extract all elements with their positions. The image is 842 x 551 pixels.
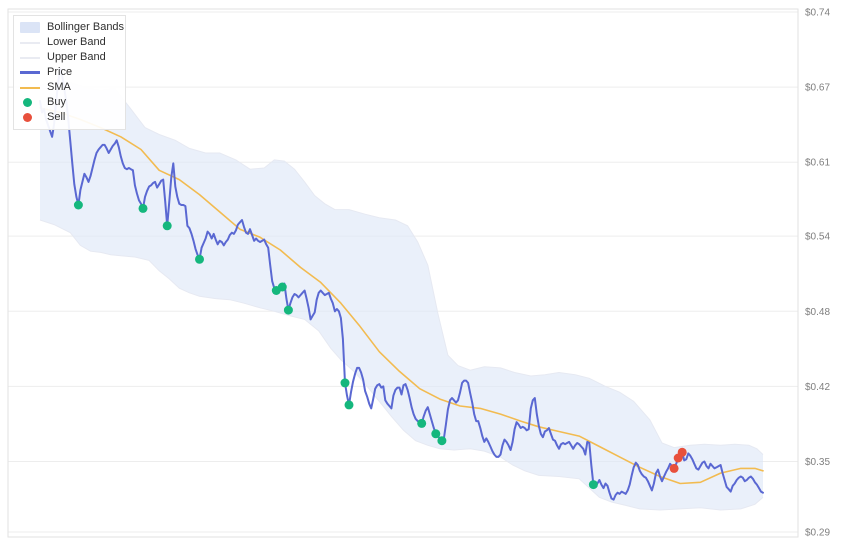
price-line bbox=[39, 67, 764, 501]
y-axis-tick-label: $0.29 bbox=[805, 528, 830, 539]
legend-item-buy[interactable]: Buy bbox=[20, 95, 119, 110]
legend-item-price[interactable]: Price bbox=[20, 65, 119, 80]
lower-band-line bbox=[39, 219, 764, 511]
sell-marker[interactable] bbox=[677, 447, 687, 457]
legend-label-buy: Buy bbox=[47, 96, 66, 108]
buy-marker[interactable] bbox=[283, 305, 293, 315]
legend-label-lower-band: Lower Band bbox=[47, 36, 106, 48]
legend-label-bollinger-bands: Bollinger Bands bbox=[47, 21, 125, 33]
sell-swatch-icon bbox=[20, 112, 42, 124]
legend-item-sell[interactable]: Sell bbox=[20, 110, 119, 125]
y-axis-tick-label: $0.35 bbox=[805, 457, 830, 468]
y-axis-tick-label: $0.61 bbox=[805, 158, 830, 169]
buy-marker[interactable] bbox=[138, 203, 148, 213]
buy-marker[interactable] bbox=[340, 378, 350, 388]
bollinger-band-area bbox=[40, 80, 763, 510]
buy-marker[interactable] bbox=[277, 282, 287, 292]
buy-marker[interactable] bbox=[588, 480, 598, 490]
legend-label-sell: Sell bbox=[47, 111, 66, 123]
buy-marker[interactable] bbox=[344, 400, 354, 410]
sma-swatch-icon bbox=[20, 82, 42, 94]
legend-item-bollinger-bands[interactable]: Bollinger Bands bbox=[20, 20, 124, 35]
y-axis-tick-label: $0.48 bbox=[805, 307, 830, 318]
legend-item-sma[interactable]: SMA bbox=[20, 80, 119, 95]
buy-swatch-icon bbox=[20, 97, 42, 109]
buy-marker[interactable] bbox=[417, 418, 427, 428]
y-axis-tick-label: $0.74 bbox=[805, 8, 830, 19]
upper-band-line bbox=[39, 79, 764, 455]
legend-label-sma: SMA bbox=[47, 81, 71, 93]
sell-marker[interactable] bbox=[669, 463, 679, 473]
legend-label-upper-band: Upper Band bbox=[47, 51, 106, 63]
chart-legend: Bollinger Bands Lower Band Upper Band Price… bbox=[13, 15, 126, 130]
bollinger-bands-swatch-icon bbox=[20, 22, 42, 34]
price-swatch-icon bbox=[20, 67, 42, 79]
plot-border bbox=[7, 8, 799, 538]
y-axis-tick-label: $0.42 bbox=[805, 382, 830, 393]
y-axis-tick-label: $0.54 bbox=[805, 232, 830, 243]
legend-item-lower-band[interactable]: Lower Band bbox=[20, 35, 119, 50]
legend-label-price: Price bbox=[47, 66, 73, 78]
buy-marker[interactable] bbox=[162, 221, 172, 231]
buy-marker[interactable] bbox=[431, 429, 441, 439]
lower-band-swatch-icon bbox=[20, 37, 42, 49]
buy-marker[interactable] bbox=[73, 200, 83, 210]
buy-marker[interactable] bbox=[195, 254, 204, 264]
legend-item-upper-band[interactable]: Upper Band bbox=[20, 50, 119, 65]
upper-band-swatch-icon bbox=[20, 52, 42, 64]
buy-marker[interactable] bbox=[437, 436, 447, 446]
y-axis-tick-label: $0.67 bbox=[805, 83, 830, 94]
